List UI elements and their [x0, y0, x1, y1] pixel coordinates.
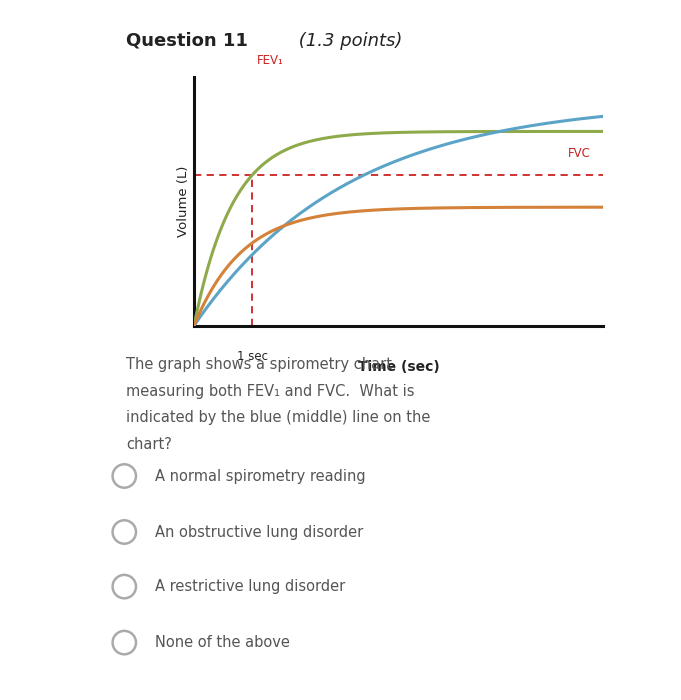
Text: 1 sec: 1 sec: [237, 351, 268, 363]
Text: measuring both FEV₁ and FVC.  What is: measuring both FEV₁ and FVC. What is: [126, 384, 415, 398]
Text: indicated by the blue (middle) line on the: indicated by the blue (middle) line on t…: [126, 410, 430, 425]
Text: chart?: chart?: [126, 437, 172, 452]
Text: A normal spirometry reading: A normal spirometry reading: [155, 468, 366, 484]
Text: Question 11: Question 11: [126, 32, 248, 50]
Text: An obstructive lung disorder: An obstructive lung disorder: [155, 524, 364, 540]
Text: Time (sec): Time (sec): [358, 360, 439, 374]
Text: The graph shows a spirometry chart: The graph shows a spirometry chart: [126, 357, 392, 372]
Text: (1.3 points): (1.3 points): [293, 32, 402, 50]
Text: A restrictive lung disorder: A restrictive lung disorder: [155, 579, 345, 594]
Y-axis label: Volume (L): Volume (L): [177, 166, 190, 237]
Text: FVC: FVC: [567, 147, 590, 160]
Text: None of the above: None of the above: [155, 635, 290, 650]
Text: FEV₁: FEV₁: [257, 54, 283, 67]
